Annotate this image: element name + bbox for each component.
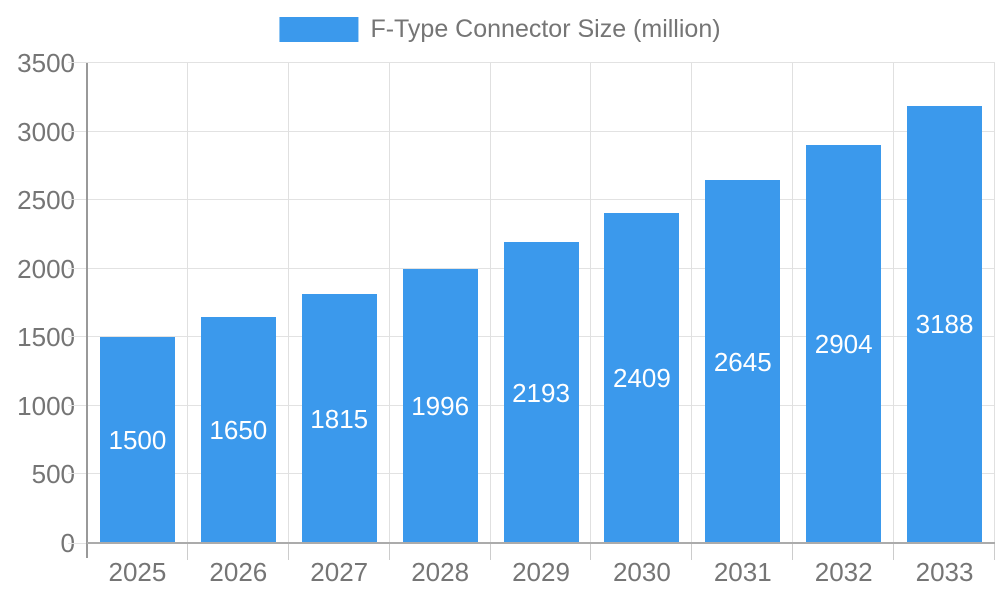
- x-axis-label: 2033: [915, 557, 974, 587]
- bar-value-label: 2409: [612, 362, 671, 393]
- v-gridline: [490, 63, 491, 543]
- v-gridline: [288, 63, 289, 543]
- x-axis-label: 2025: [108, 557, 167, 587]
- x-axis-label: 2026: [209, 557, 268, 587]
- legend-label: F-Type Connector Size (million): [370, 15, 721, 43]
- h-gridline: [68, 130, 995, 132]
- h-gridline: [68, 199, 995, 201]
- bar-value-label: 1815: [310, 403, 369, 434]
- bar-2030[interactable]: [604, 212, 680, 543]
- x-axis-tick: [792, 544, 793, 560]
- v-gridline: [187, 63, 188, 543]
- x-axis-tick: [490, 544, 491, 560]
- v-gridline: [994, 63, 995, 543]
- bar-value-label: 1996: [411, 391, 470, 422]
- x-axis-label: 2027: [310, 557, 369, 587]
- x-axis-label: 2028: [411, 557, 470, 587]
- x-axis-label: 2031: [713, 557, 772, 587]
- y-axis-label: 1000: [17, 390, 75, 421]
- x-axis-label: 2029: [512, 557, 570, 587]
- bar-value-label: 2904: [814, 328, 873, 359]
- y-axis-label: 2500: [17, 185, 75, 216]
- bar-value-label: 1500: [108, 425, 167, 456]
- y-axis-tick: [68, 543, 87, 544]
- y-axis-label: 1500: [17, 322, 75, 353]
- bar-2026[interactable]: [200, 316, 276, 543]
- x-axis-tick: [590, 544, 591, 560]
- y-axis-labels: 0 500 1000 1500 2000 2500 3000 3500: [0, 48, 75, 558]
- h-gridline: [68, 62, 995, 63]
- y-axis-label: 2000: [17, 253, 75, 284]
- x-axis-label: 2030: [612, 557, 671, 587]
- y-axis-label: 0: [60, 528, 75, 558]
- y-axis-label: 3000: [17, 116, 75, 147]
- y-axis-label: 500: [31, 459, 75, 490]
- bar-value-label: 3188: [915, 309, 974, 340]
- x-axis-line: [87, 542, 995, 544]
- bar-2031[interactable]: [705, 180, 781, 543]
- x-axis-tick: [691, 544, 692, 560]
- bar-2033[interactable]: [907, 105, 983, 543]
- v-gridline: [691, 63, 692, 543]
- v-gridline: [893, 63, 894, 543]
- x-axis-label: 2032: [814, 557, 873, 587]
- x-axis-tick: [994, 544, 995, 560]
- bar-value-label: 1650: [209, 414, 268, 445]
- v-gridline: [389, 63, 390, 543]
- plot-area: 1500 1650 1815 1996 2193 2409 2645 2904 3188: [68, 62, 995, 560]
- x-axis-labels: 2025 2026 2027 2028 2029 2030 2031 2032 2033: [87, 557, 995, 589]
- x-axis-tick: [187, 544, 188, 560]
- x-axis-tick: [389, 544, 390, 560]
- bar-2028[interactable]: [402, 269, 478, 543]
- bar-2027[interactable]: [301, 294, 377, 543]
- v-gridline: [792, 63, 793, 543]
- x-axis-tick: [288, 544, 289, 560]
- bar-value-label: 2193: [512, 377, 570, 408]
- y-axis-line: [86, 63, 88, 558]
- v-gridline: [590, 63, 591, 543]
- y-axis-label: 3500: [17, 48, 75, 78]
- bar-2032[interactable]: [806, 144, 882, 543]
- legend-swatch: [279, 17, 359, 42]
- bar-2025[interactable]: [99, 337, 175, 543]
- x-axis-tick: [893, 544, 894, 560]
- bar-value-label: 2645: [713, 346, 772, 377]
- bar-2029[interactable]: [503, 242, 579, 543]
- legend[interactable]: F-Type Connector Size (million): [279, 15, 721, 44]
